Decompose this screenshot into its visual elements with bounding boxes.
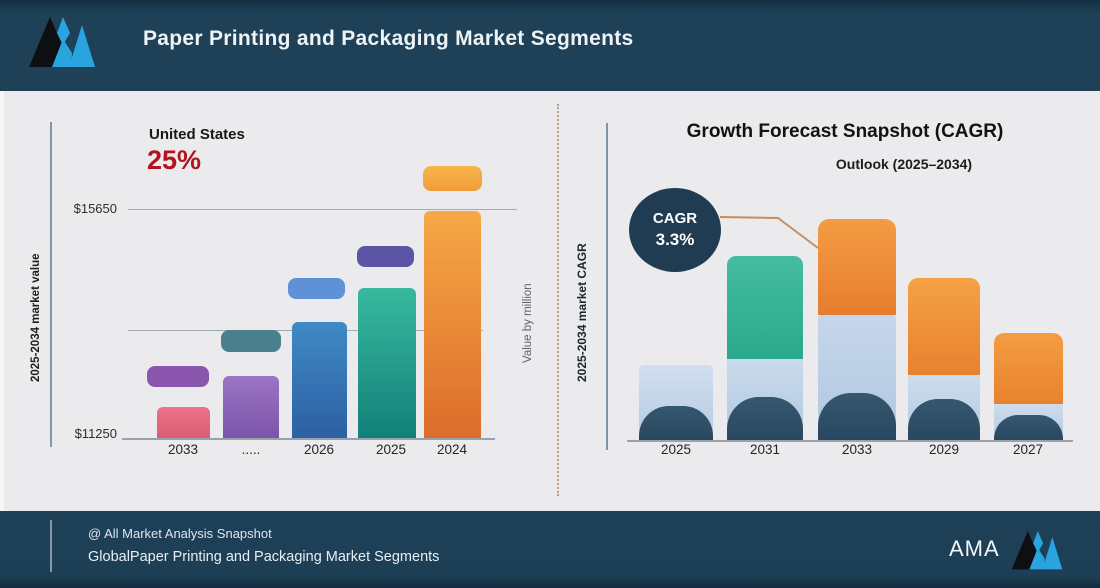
bar-2033-cap (147, 366, 209, 387)
right-xlabel-2027: 2027 (1012, 442, 1044, 457)
page-title: Paper Printing and Packaging Market Segm… (143, 27, 634, 50)
footer-brand-text: AMA (949, 536, 1000, 561)
bar-2025 (358, 288, 416, 438)
footer-line2: GlobalPaper Printing and Packaging Marke… (88, 549, 440, 565)
left-secondary-axis-label: Value by million (522, 283, 534, 363)
ama-logo-footer-icon (1011, 531, 1063, 570)
left-chart-country-label: United States (149, 126, 245, 143)
right-xlabel-2029: 2029 (928, 442, 960, 457)
right-xlabel-2033: 2033 (841, 442, 873, 457)
left-xlabel-2024: 2024 (436, 442, 468, 457)
leader-line (719, 216, 819, 249)
left-x-axis (122, 438, 495, 440)
ama-logo-icon (29, 17, 95, 67)
right-y-axis (606, 123, 608, 450)
bar-2024 (424, 211, 481, 438)
rbar-2027-base (994, 415, 1063, 440)
left-y-axis-label: 2025-2034 market value (30, 253, 42, 383)
footer-band (0, 511, 1100, 588)
left-xlabel-2033: 2033 (167, 442, 199, 457)
rbar-2029-top (908, 278, 980, 375)
cagr-badge-value: 3.3% (655, 229, 695, 249)
cagr-badge: CAGR 3.3% (629, 188, 721, 272)
right-chart-subtitle: Outlook (2025–2034) (835, 156, 973, 172)
footer-divider (50, 520, 52, 572)
right-chart-title: Growth Forecast Snapshot (CAGR) (686, 121, 1004, 142)
bar-2033 (157, 407, 210, 438)
rbar-2027-top (994, 333, 1063, 404)
gridline-15650 (128, 209, 517, 210)
rbar-2031-base (727, 397, 803, 440)
bar-2025-cap (357, 246, 414, 267)
left-xlabel-2025: 2025 (375, 442, 407, 457)
panel-divider (557, 104, 559, 496)
left-tick-top: $15650 (73, 201, 117, 216)
left-xlabel-dots: ..... (241, 442, 261, 457)
footer-line1: @ All Market Analysis Snapshot (88, 526, 272, 541)
cagr-badge-label: CAGR (652, 210, 698, 227)
right-x-axis (627, 440, 1073, 442)
bar-dots (223, 376, 279, 438)
header-band: Paper Printing and Packaging Market Segm… (0, 0, 1100, 91)
left-tick-bottom: $11250 (74, 426, 117, 441)
right-xlabel-2025: 2025 (660, 442, 692, 457)
left-chart-highlight-pct: 25% (147, 145, 202, 175)
right-xlabel-2031: 2031 (749, 442, 781, 457)
bar-2026-cap (288, 278, 345, 299)
left-xlabel-2026: 2026 (303, 442, 335, 457)
rbar-2029-base (908, 399, 980, 440)
left-y-axis (50, 122, 52, 447)
bar-2026 (292, 322, 347, 438)
rbar-2025-base (639, 406, 713, 440)
rbar-2033-top (818, 219, 896, 315)
bar-dots-cap (221, 330, 281, 352)
bar-2024-cap (423, 166, 482, 191)
right-y-axis-label: 2025-2034 market CAGR (575, 243, 589, 383)
rbar-2031-top (727, 256, 803, 359)
rbar-2033-base (818, 393, 896, 440)
